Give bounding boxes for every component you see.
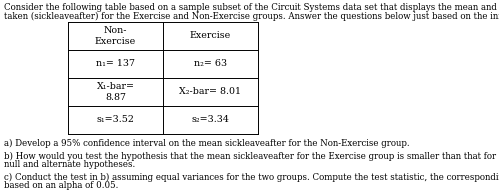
Text: X₂-bar= 8.01: X₂-bar= 8.01 <box>180 88 242 97</box>
Text: c) Conduct the test in b) assuming equal variances for the two groups. Compute t: c) Conduct the test in b) assuming equal… <box>4 173 499 182</box>
Text: s₂=3.34: s₂=3.34 <box>192 116 230 124</box>
Text: based on an alpha of 0.05.: based on an alpha of 0.05. <box>4 181 118 190</box>
Text: s₁=3.52: s₁=3.52 <box>97 116 134 124</box>
Text: n₁= 137: n₁= 137 <box>96 60 135 69</box>
Text: taken (sickleaveafter) for the Exercise and Non-Exercise groups. Answer the ques: taken (sickleaveafter) for the Exercise … <box>4 12 499 21</box>
Text: Non-
Exercise: Non- Exercise <box>95 26 136 46</box>
Text: n₂= 63: n₂= 63 <box>194 60 227 69</box>
Text: b) How would you test the hypothesis that the mean sickleaveafter for the Exerci: b) How would you test the hypothesis tha… <box>4 152 499 161</box>
Text: null and alternate hypotheses.: null and alternate hypotheses. <box>4 160 135 169</box>
Text: a) Develop a 95% confidence interval on the mean sickleaveafter for the Non-Exer: a) Develop a 95% confidence interval on … <box>4 139 410 148</box>
Text: X₁-bar=
8.87: X₁-bar= 8.87 <box>96 82 135 102</box>
Text: Consider the following table based on a sample subset of the Circuit Systems dat: Consider the following table based on a … <box>4 3 499 12</box>
Text: Exercise: Exercise <box>190 31 231 41</box>
